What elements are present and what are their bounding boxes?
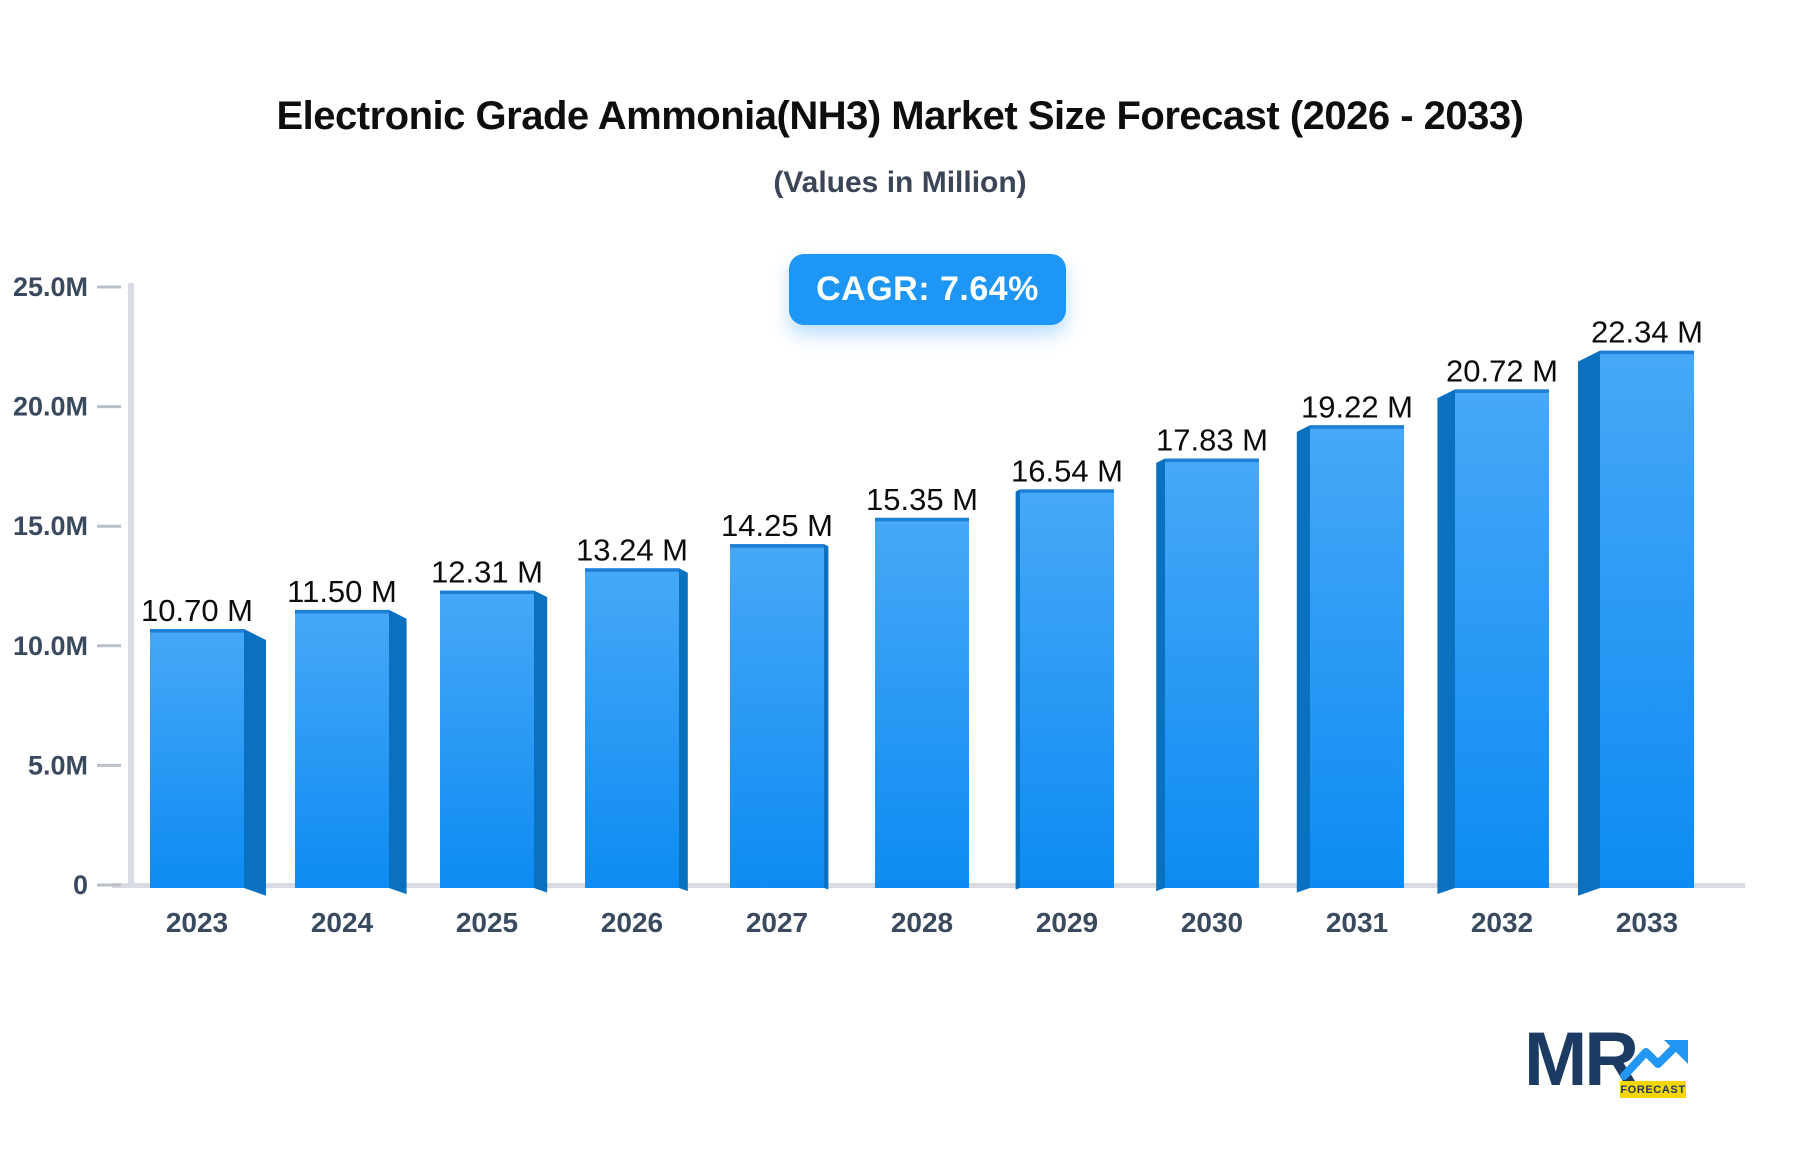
y-tick-label: 10.0M <box>13 631 88 661</box>
y-tick-label: 0 <box>73 870 88 900</box>
bar-top-edge <box>585 568 679 572</box>
bar-2023 <box>150 629 244 888</box>
x-axis-label: 2026 <box>601 907 663 938</box>
bar-value-label: 19.22 M <box>1301 389 1413 424</box>
bar-value-label: 20.72 M <box>1446 353 1558 388</box>
bar-side-face <box>534 590 548 893</box>
bar-side-face <box>1156 458 1165 892</box>
x-axis-label: 2023 <box>166 907 228 938</box>
bar-value-label: 17.83 M <box>1156 423 1268 458</box>
chart-subtitle: (Values in Million) <box>773 166 1027 199</box>
page-title: Electronic Grade Ammonia(NH3) Market Siz… <box>276 94 1524 138</box>
y-tick-label: 20.0M <box>13 392 88 422</box>
bar-value-label: 11.50 M <box>287 574 397 609</box>
x-axis-label: 2024 <box>311 907 374 938</box>
logo-forecast-text: FORECAST <box>1620 1081 1686 1098</box>
bar-value-label: 13.24 M <box>576 532 688 567</box>
bar-value-label: 10.70 M <box>141 593 253 628</box>
bar-value-label: 22.34 M <box>1591 315 1703 350</box>
bar-top-edge <box>875 517 969 522</box>
y-axis-line <box>128 283 134 885</box>
bar-top-edge <box>1600 350 1694 355</box>
bar-2026 <box>585 568 679 888</box>
bar-2032 <box>1455 389 1549 888</box>
bar-2031 <box>1310 425 1404 888</box>
bar-value-label: 15.35 M <box>866 482 978 517</box>
x-axis-label: 2032 <box>1471 907 1533 938</box>
bar-top-edge <box>440 590 534 595</box>
bar-side-face <box>679 568 688 892</box>
trend-arrow-icon <box>1620 1040 1688 1080</box>
cagr-badge-label: CAGR: 7.64% <box>816 270 1039 308</box>
bar-2027 <box>730 544 824 888</box>
x-axis-label: 2033 <box>1616 907 1678 938</box>
bar-top-edge <box>1310 425 1404 429</box>
bar-value-label: 12.31 M <box>431 555 543 590</box>
bar-2029 <box>1020 489 1114 888</box>
x-axis-label: 2029 <box>1036 907 1098 938</box>
bar-value-label: 16.54 M <box>1011 453 1123 488</box>
bar-2028 <box>875 517 969 888</box>
bar-2025 <box>440 590 534 888</box>
bar-2030 <box>1165 458 1259 888</box>
bar-top-edge <box>150 629 244 633</box>
x-axis-label: 2028 <box>891 907 953 938</box>
bar-value-label: 14.25 M <box>721 508 833 543</box>
x-axis-label: 2027 <box>746 907 808 938</box>
bar-side-face <box>1015 489 1020 890</box>
bar-2033 <box>1600 350 1694 888</box>
cagr-badge: CAGR: 7.64% <box>789 254 1066 325</box>
bar-top-edge <box>295 609 389 614</box>
y-tick-label: 5.0M <box>28 750 88 780</box>
y-tick-label: 15.0M <box>13 511 88 541</box>
brand-logo: MR FORECAST <box>1524 1017 1734 1112</box>
bar-side-face <box>1578 350 1600 896</box>
bar-top-edge <box>1020 489 1114 493</box>
bar-side-face <box>244 629 266 896</box>
x-axis-label: 2031 <box>1326 907 1388 938</box>
bar-side-face <box>1437 389 1455 895</box>
x-axis-label: 2030 <box>1181 907 1243 938</box>
y-tick-label: 25.0M <box>13 272 88 302</box>
bar-top-edge <box>1455 389 1549 393</box>
bar-top-edge <box>1165 458 1259 463</box>
bar-top-edge <box>730 544 824 548</box>
bar-2024 <box>295 609 389 888</box>
bar-side-face <box>824 544 829 890</box>
bar-side-face <box>1296 425 1310 893</box>
bar-side-face <box>389 609 407 895</box>
x-axis-label: 2025 <box>456 907 518 938</box>
